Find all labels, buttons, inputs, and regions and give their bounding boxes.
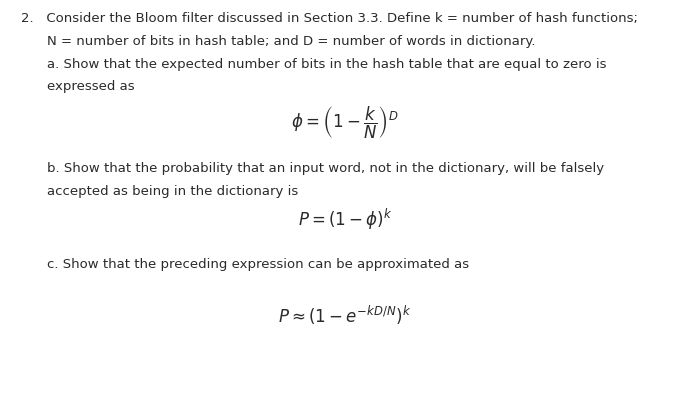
Text: $P \approx \left(1 - e^{-kD/N}\right)^{k}$: $P \approx \left(1 - e^{-kD/N}\right)^{k… <box>278 303 412 326</box>
Text: N = number of bits in hash table; and D = number of words in dictionary.: N = number of bits in hash table; and D … <box>47 35 535 48</box>
Text: b. Show that the probability that an input word, not in the dictionary, will be : b. Show that the probability that an inp… <box>47 162 604 174</box>
Text: 2.   Consider the Bloom filter discussed in Section 3.3. Define k = number of ha: 2. Consider the Bloom filter discussed i… <box>21 12 638 25</box>
Text: $\phi = \left(1-\dfrac{k}{N}\right)^{D}$: $\phi = \left(1-\dfrac{k}{N}\right)^{D}$ <box>291 104 399 140</box>
Text: $P = (1-\phi)^{k}$: $P = (1-\phi)^{k}$ <box>297 207 393 231</box>
Text: c. Show that the preceding expression can be approximated as: c. Show that the preceding expression ca… <box>47 257 469 270</box>
Text: expressed as: expressed as <box>47 80 135 93</box>
Text: a. Show that the expected number of bits in the hash table that are equal to zer: a. Show that the expected number of bits… <box>47 58 607 71</box>
Text: accepted as being in the dictionary is: accepted as being in the dictionary is <box>47 184 298 197</box>
